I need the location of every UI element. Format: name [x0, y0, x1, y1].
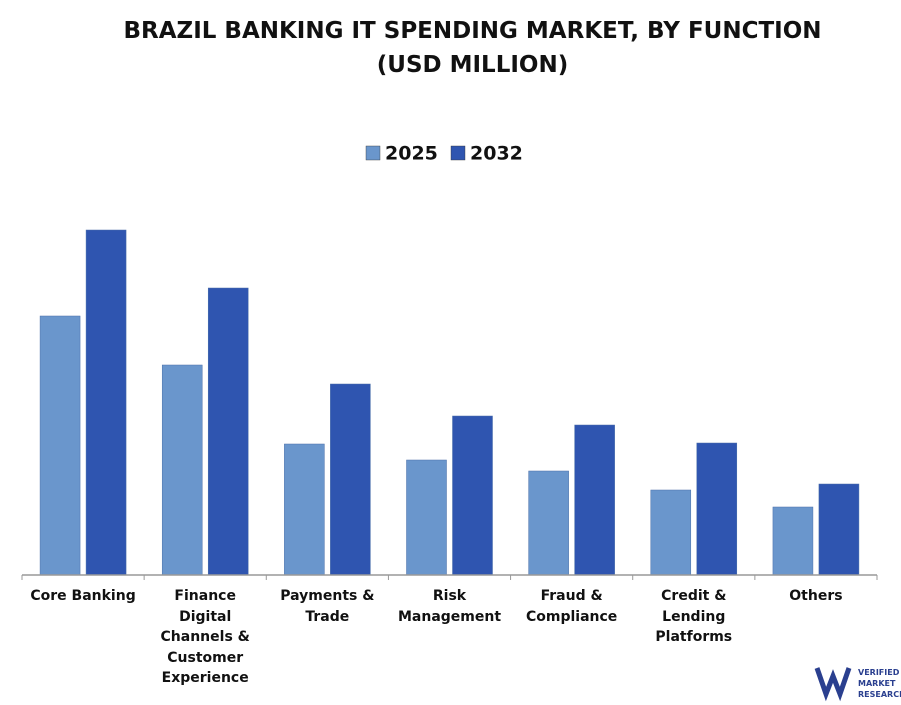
- bar: [452, 415, 493, 576]
- bar: [574, 424, 615, 576]
- x-tick-label: Payments & Trade: [280, 588, 375, 625]
- chart-title: BRAZIL BANKING IT SPENDING MARKET, BY FU…: [123, 18, 822, 78]
- bar: [818, 483, 860, 576]
- bar: [772, 506, 814, 576]
- x-tick-label: Credit & Lending Platforms: [655, 588, 733, 645]
- legend-label: 2025: [385, 143, 438, 165]
- bar: [284, 443, 325, 576]
- logo: VERIFIED MARKET RESEARCH: [814, 667, 901, 702]
- bar: [696, 442, 738, 576]
- bar: [330, 383, 371, 576]
- logo-text: VERIFIED: [858, 668, 900, 677]
- legend-swatch: [450, 145, 466, 161]
- bar: [39, 315, 81, 576]
- x-tick-label: Core Banking: [30, 588, 136, 604]
- x-tick-label: Risk Management: [397, 588, 502, 625]
- bar: [528, 470, 569, 576]
- bar: [85, 229, 127, 576]
- legend-swatch: [365, 145, 381, 161]
- bar: [650, 489, 692, 576]
- legend-label: 2032: [470, 143, 523, 165]
- logo-text: RESEARCH: [858, 690, 901, 699]
- logo-mark: [814, 667, 852, 702]
- x-tick-label: Others: [789, 588, 843, 604]
- bar: [406, 459, 447, 576]
- x-tick-label: Fraud & Compliance: [525, 588, 618, 625]
- x-tick-label: Finance Digital Channels & Customer Expe…: [160, 588, 250, 686]
- bar: [207, 287, 249, 576]
- logo-text: MARKET: [858, 679, 896, 688]
- bar: [161, 364, 203, 576]
